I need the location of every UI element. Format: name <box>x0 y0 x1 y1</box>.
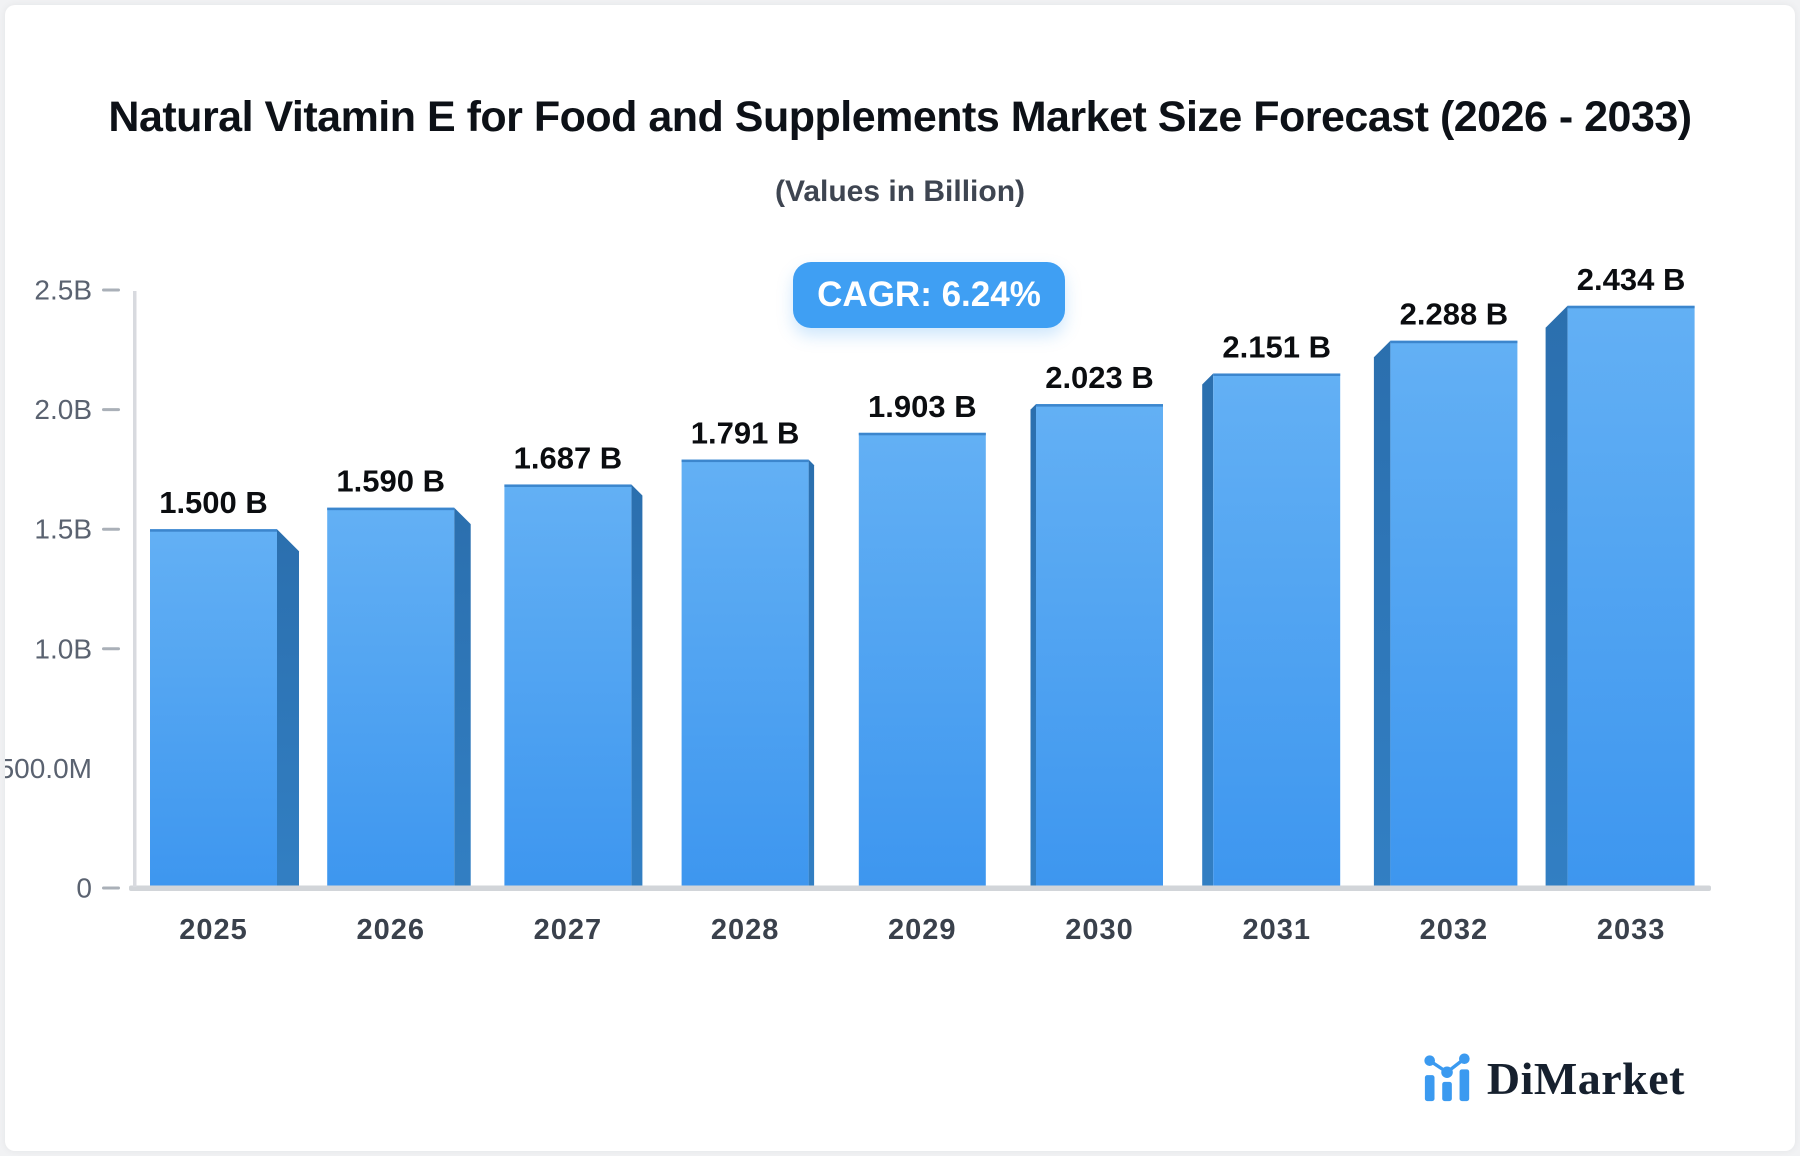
y-axis-label: 0 <box>76 873 92 904</box>
bar-group: 2.023 B 2030 <box>1030 360 1163 946</box>
bar-3d-side <box>1202 373 1214 891</box>
bar-value-label: 1.590 B <box>336 464 445 499</box>
y-axis-label: 500.0M <box>5 753 92 784</box>
bar <box>1390 340 1518 891</box>
bar-3d-side <box>808 459 815 891</box>
x-axis-label: 2026 <box>356 914 425 946</box>
chart-title: Natural Vitamin E for Food and Supplemen… <box>108 93 1692 141</box>
bar-3d-side <box>631 484 643 891</box>
bar-top-edge <box>504 484 632 487</box>
bar-3d-side <box>1545 305 1568 891</box>
brand-logo: DiMarket <box>1422 1045 1685 1111</box>
bar-group: 2.288 B 2032 <box>1373 297 1518 946</box>
bar-top-edge <box>1213 373 1341 376</box>
bar <box>858 432 986 891</box>
y-axis-label: 2.0B <box>34 394 92 425</box>
bar <box>327 507 455 891</box>
y-axis-label: 1.0B <box>34 633 92 664</box>
bar-value-label: 2.434 B <box>1577 262 1686 297</box>
y-axis-line <box>133 291 137 887</box>
x-axis-label: 2030 <box>1065 914 1134 946</box>
bar-3d-side <box>277 529 299 891</box>
bar <box>1213 373 1341 891</box>
bar-value-label: 1.500 B <box>159 485 268 520</box>
bar-group: 1.500 B 2025 <box>150 485 299 946</box>
y-axis-tick <box>102 288 120 292</box>
bar-group: 2.151 B 2031 <box>1202 329 1341 946</box>
bar-group: 1.791 B 2028 <box>681 416 815 946</box>
x-axis-label: 2028 <box>711 914 780 946</box>
bar-group: 1.687 B 2027 <box>504 440 643 946</box>
x-axis-label: 2031 <box>1242 914 1311 946</box>
bar-group: 2.434 B 2033 <box>1545 262 1695 946</box>
bar-value-label: 1.791 B <box>691 416 800 451</box>
bar-value-label: 1.903 B <box>868 389 977 424</box>
bar-top-edge <box>681 459 809 463</box>
bar-value-label: 2.288 B <box>1400 297 1509 332</box>
y-axis-tick <box>102 408 120 412</box>
y-axis-tick <box>102 647 120 651</box>
bar-top-edge <box>1036 404 1163 407</box>
bar <box>1567 305 1695 891</box>
bar <box>1036 404 1163 891</box>
bar-top-edge <box>150 529 277 532</box>
x-axis-line <box>129 885 1711 891</box>
chart-subtitle: (Values in Billion) <box>774 175 1026 208</box>
bar <box>504 484 632 891</box>
cagr-badge: CAGR: 6.24% <box>793 262 1065 328</box>
bar-3d-side <box>1030 404 1036 891</box>
x-axis-label: 2032 <box>1420 914 1489 946</box>
bar-value-label: 2.023 B <box>1045 360 1154 395</box>
bar-3d-side <box>1373 340 1391 891</box>
bar-value-label: 1.687 B <box>514 440 623 475</box>
bar-group: 1.903 B 2029 <box>858 389 986 946</box>
mini-bar-chart-icon <box>1424 1053 1470 1102</box>
chart-card: Natural Vitamin E for Food and Supplemen… <box>5 5 1795 1151</box>
bar <box>150 529 277 891</box>
x-axis-label: 2033 <box>1597 914 1666 946</box>
x-axis-label: 2029 <box>888 914 957 946</box>
bar-group: 1.590 B 2026 <box>327 464 471 946</box>
brand-name: DiMarket <box>1486 1052 1685 1104</box>
bar-3d-side <box>454 507 471 891</box>
y-axis-label: 2.5B <box>34 275 92 306</box>
bar-top-edge <box>1567 305 1695 309</box>
cagr-badge-label: CAGR: 6.24% <box>817 275 1041 314</box>
bar-top-edge <box>858 432 986 436</box>
x-axis-label: 2027 <box>534 914 603 946</box>
y-axis-tick <box>102 527 120 531</box>
bar-top-edge <box>327 507 455 511</box>
bar-top-edge <box>1390 340 1518 344</box>
y-axis-tick <box>102 886 120 890</box>
bar-value-label: 2.151 B <box>1222 329 1331 364</box>
x-axis-label: 2025 <box>179 914 248 946</box>
bar <box>681 459 809 891</box>
bar-chart: 1.500 B 2025 1.590 B 2026 1.687 B 2027 1.791 B… <box>5 262 1711 946</box>
y-axis-label: 1.5B <box>34 514 92 545</box>
